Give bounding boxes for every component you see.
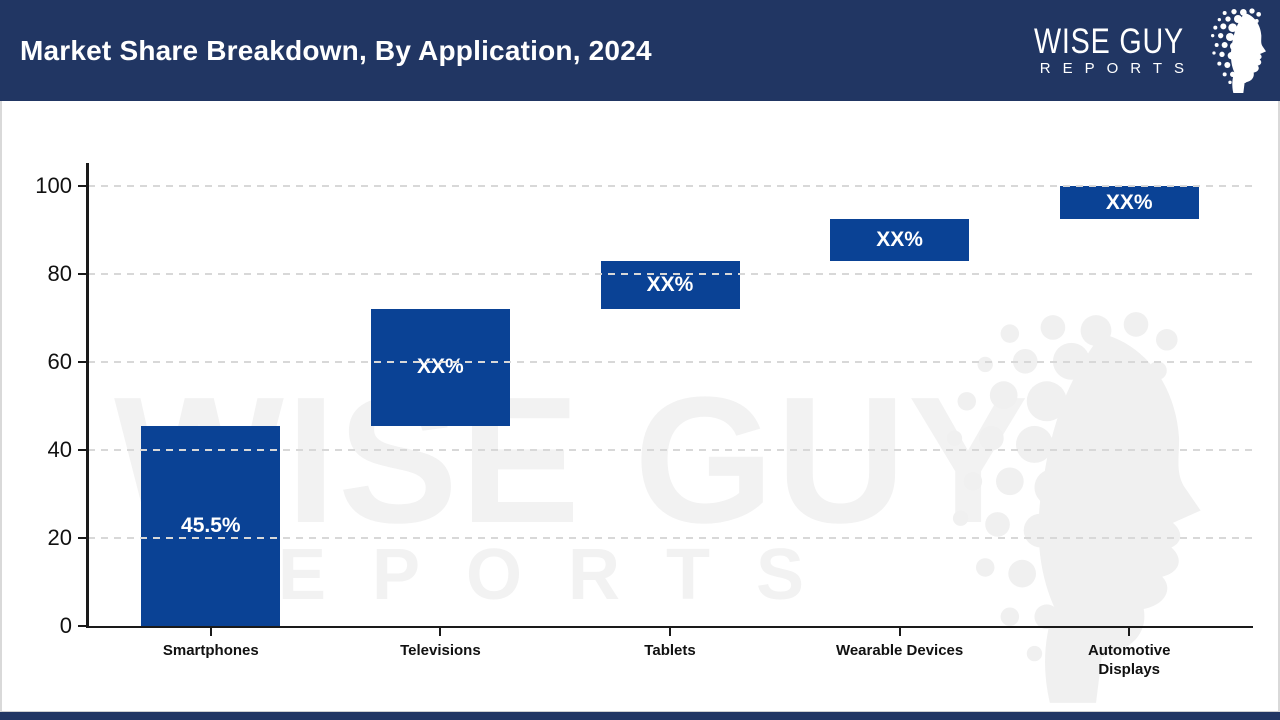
x-tick-1 bbox=[439, 628, 442, 636]
logo-subtext: REPORTS bbox=[1039, 59, 1196, 77]
bar-wearable-devices: XX% bbox=[830, 219, 970, 261]
header-bar: Market Share Breakdown, By Application, … bbox=[0, 0, 1280, 101]
category-label-3: Wearable Devices bbox=[835, 642, 964, 659]
bar-tablets: XX% bbox=[600, 260, 740, 310]
y-tick-label-80: 80 bbox=[47, 261, 72, 286]
y-tick-40 bbox=[78, 449, 88, 451]
footer-bar bbox=[0, 712, 1280, 720]
category-label-4: Automotive Displays bbox=[1087, 642, 1171, 678]
bar-value-label: 45.5% bbox=[181, 513, 241, 537]
bar-value-label: XX% bbox=[646, 272, 694, 296]
x-tick-0 bbox=[209, 628, 212, 636]
x-tick-3 bbox=[898, 628, 901, 636]
gridline-20 bbox=[88, 537, 1253, 539]
x-axis bbox=[86, 625, 1253, 628]
logo-text: WISE GUY REPORTS bbox=[1001, 21, 1184, 78]
bar-value-label: XX% bbox=[417, 355, 464, 379]
bar-value-label: XX% bbox=[1105, 190, 1153, 214]
category-label-2: Tablets bbox=[644, 642, 696, 659]
category-label-1: Televisions bbox=[400, 642, 481, 659]
wiseguy-logo: WISE GUY REPORTS bbox=[1001, 7, 1266, 95]
y-tick-100 bbox=[78, 185, 88, 187]
y-tick-label-40: 40 bbox=[47, 437, 72, 462]
y-tick-0 bbox=[78, 625, 88, 627]
gridline-60 bbox=[88, 361, 1253, 363]
x-tick-2 bbox=[669, 628, 671, 636]
gridline-40 bbox=[88, 449, 1253, 451]
page-title: Market Share Breakdown, By Application, … bbox=[20, 34, 652, 66]
bar-televisions: XX% bbox=[370, 309, 510, 426]
category-label-0: Smartphones bbox=[162, 642, 259, 659]
y-axis bbox=[86, 163, 89, 628]
logo-wordmark: WISE GUY bbox=[1033, 21, 1184, 61]
y-tick-60 bbox=[78, 361, 88, 363]
y-tick-label-0: 0 bbox=[59, 613, 72, 638]
x-tick-4 bbox=[1128, 628, 1131, 636]
bar-value-label: XX% bbox=[876, 227, 923, 251]
gridline-100 bbox=[88, 185, 1253, 187]
y-tick-label-20: 20 bbox=[47, 525, 72, 550]
y-tick-label-100: 100 bbox=[35, 173, 72, 198]
y-tick-80 bbox=[78, 273, 88, 275]
bar-smartphones: 45.5% bbox=[141, 425, 281, 626]
bar-automotive-displays: XX% bbox=[1059, 186, 1199, 219]
y-tick-20 bbox=[78, 537, 88, 539]
y-tick-label-60: 60 bbox=[47, 349, 72, 374]
gridline-80 bbox=[88, 273, 1253, 275]
